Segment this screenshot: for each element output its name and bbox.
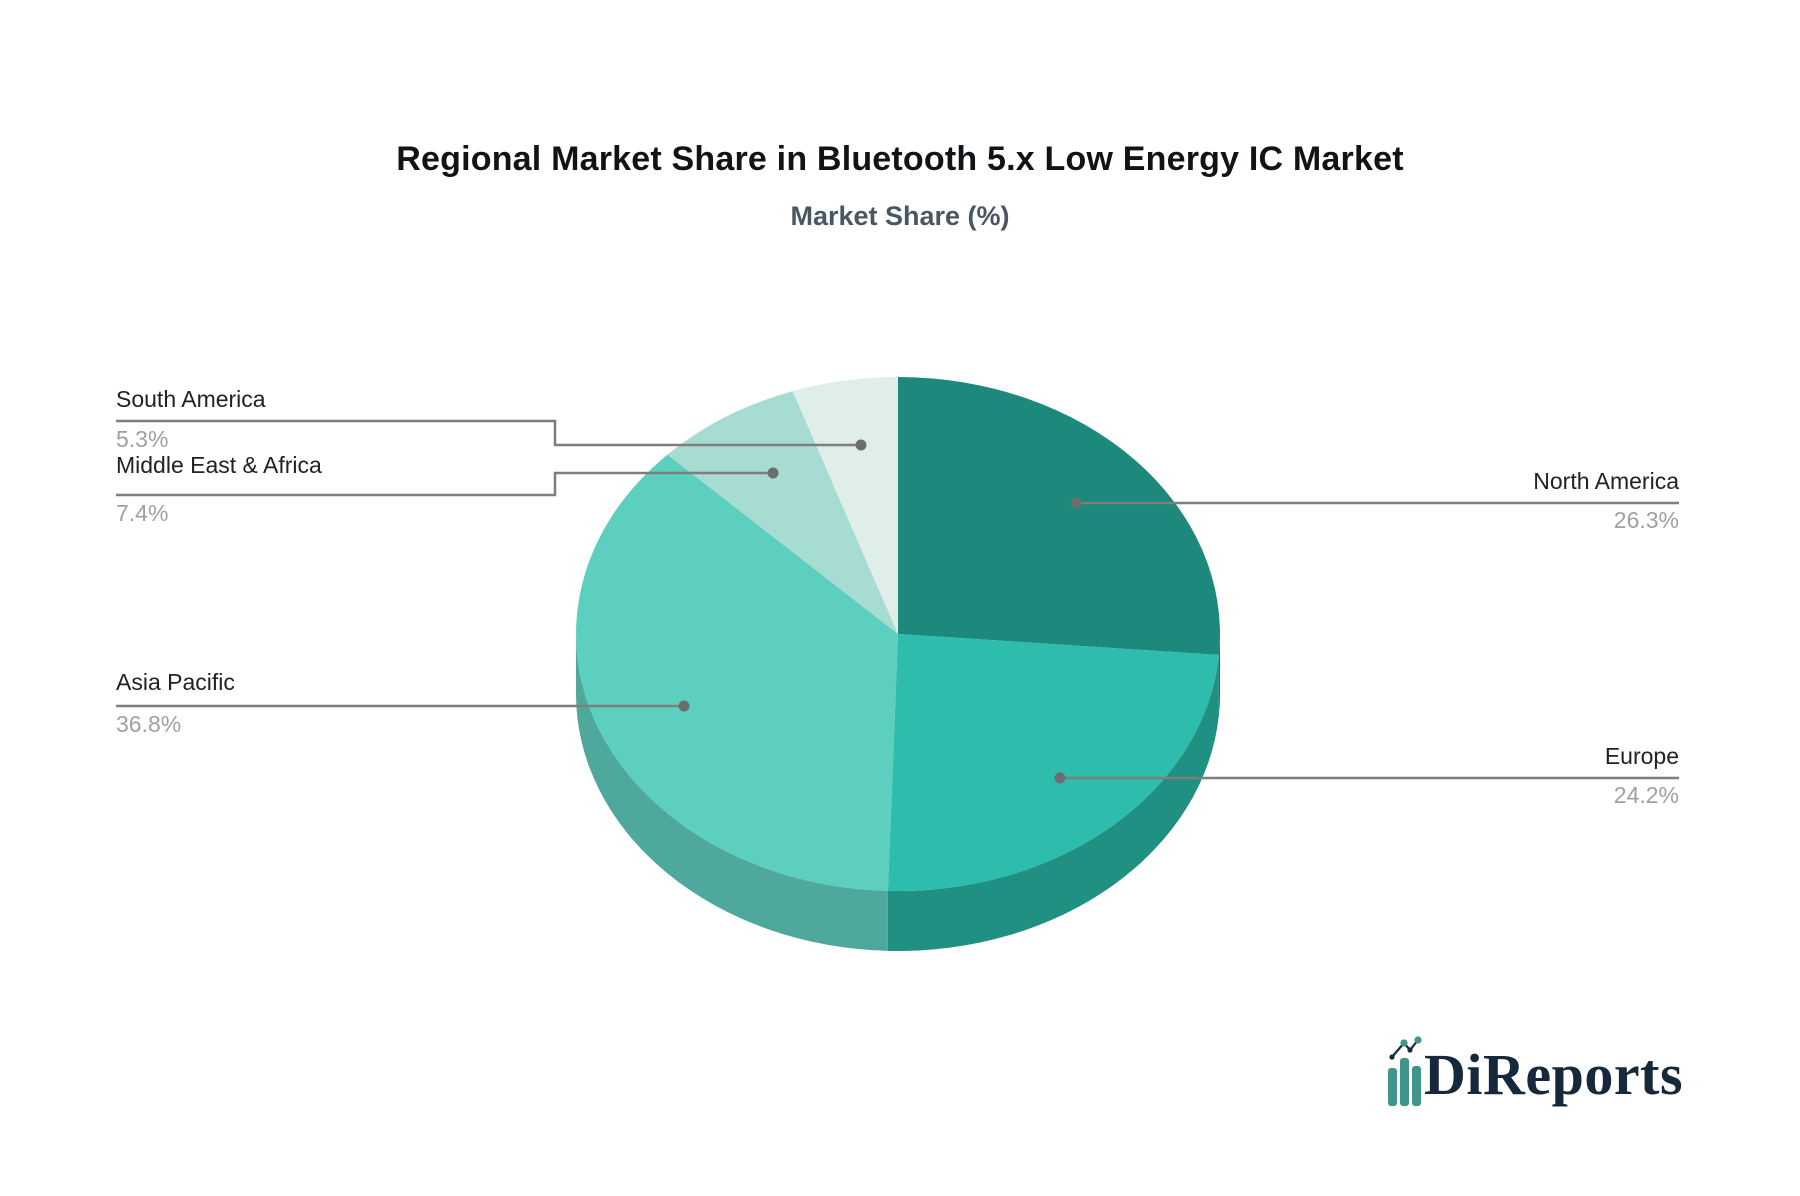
bar-line-chart-icon [1388,1036,1422,1106]
logo-text: DiReports [1424,1042,1684,1107]
callout-label-asia-pacific: Asia Pacific [116,669,235,695]
pie-slice-europe[interactable] [887,634,1219,892]
pie-slice-north-america[interactable] [898,377,1220,655]
callout-percent-north-america: 26.3% [1613,507,1679,533]
pie-slice-asia-pacific[interactable] [576,454,898,891]
pie-slice-side-europe [887,655,1219,952]
callout-label-south-america: South America [116,386,266,412]
callout-label-europe: Europe [1604,743,1679,769]
pie-slice-middle-east-africa[interactable] [667,391,899,634]
callout-dot-asia-pacific [678,700,690,712]
pie-slice-side-north-america [1218,634,1220,715]
pie-slice-side-asia-pacific [576,634,888,951]
callout-line-south-america [116,419,861,447]
callout-label-north-america: North America [1533,468,1679,494]
chart-subtitle: Market Share (%) [790,201,1010,231]
callout-percent-asia-pacific: 36.8% [116,711,182,737]
callout-percent-europe: 24.2% [1613,782,1679,808]
callout-dot-middle-east-africa [767,467,779,479]
callout-line-middle-east-africa [116,471,773,497]
callout-dot-south-america [855,439,867,451]
callout-dot-europe [1054,772,1066,784]
direports-logo: DiReports [1388,1034,1728,1114]
callout-label-middle-east-africa: Middle East & Africa [116,452,322,478]
callout-percent-south-america: 5.3% [116,426,169,452]
pie-slice-south-america[interactable] [792,376,898,634]
callout-percent-middle-east-africa: 7.4% [116,500,169,526]
chart-title: Regional Market Share in Bluetooth 5.x L… [396,140,1404,178]
callout-dot-north-america [1070,497,1082,509]
